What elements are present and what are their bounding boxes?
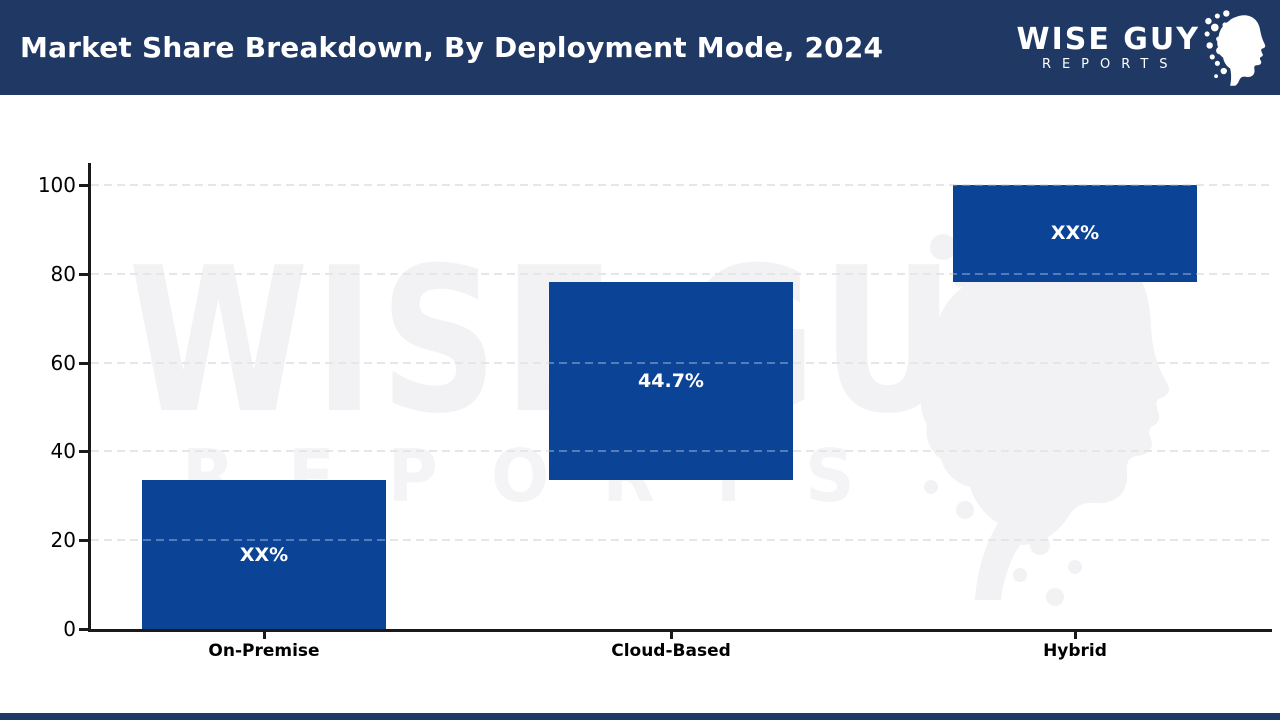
x-axis-category-label: On-Premise — [208, 641, 320, 661]
y-axis-tick-label: 60 — [50, 350, 76, 375]
logo-text: WISE GUY REPORTS — [1016, 21, 1200, 72]
y-axis — [88, 163, 91, 632]
y-axis-tick-label: 40 — [50, 439, 76, 464]
header: Market Share Breakdown, By Deployment Mo… — [0, 0, 1280, 95]
bar-value-label: 44.7% — [638, 370, 704, 392]
gridline-overlay — [91, 184, 1272, 186]
x-axis-tick — [263, 631, 266, 639]
gridline — [91, 539, 1272, 542]
gridline-overlay — [91, 361, 1272, 364]
y-axis-tick — [79, 184, 88, 187]
logo: WISE GUY REPORTS — [1016, 8, 1266, 88]
y-axis-tick-label: 0 — [63, 617, 76, 641]
chart-title: Market Share Breakdown, By Deployment Mo… — [20, 31, 884, 64]
logo-reports-label: REPORTS — [1041, 56, 1179, 72]
y-axis-tick — [79, 539, 88, 543]
logo-face-icon — [1204, 9, 1266, 86]
gridline-overlay — [91, 272, 1272, 275]
gridline — [91, 184, 1272, 186]
bar-value-label: XX% — [1050, 222, 1100, 245]
y-axis-tick-label: 20 — [50, 528, 76, 553]
y-axis-tick-label: 100 — [37, 173, 76, 197]
x-axis — [88, 629, 1272, 632]
bar-value-label: XX% — [239, 543, 289, 566]
y-axis-tick-label: 80 — [50, 261, 76, 286]
y-axis-tick — [79, 361, 88, 365]
y-axis-tick — [79, 272, 88, 276]
gridline-overlay — [91, 450, 1272, 453]
chart-bar: XX% — [953, 185, 1197, 282]
chart-bar: 44.7% — [549, 281, 793, 481]
x-axis-tick — [670, 631, 673, 639]
gridline — [91, 272, 1272, 275]
gridline-overlay — [91, 539, 1272, 542]
y-axis-tick — [79, 450, 88, 454]
chart-bar: XX% — [142, 480, 386, 629]
bottom-stripe — [0, 713, 1280, 720]
y-axis-tick — [79, 628, 88, 631]
logo-wiseguy-label: WISE GUY — [1016, 21, 1200, 57]
x-axis-category-label: Hybrid — [1043, 641, 1107, 661]
x-axis-category-label: Cloud-Based — [611, 641, 731, 661]
x-axis-tick — [1074, 631, 1077, 639]
